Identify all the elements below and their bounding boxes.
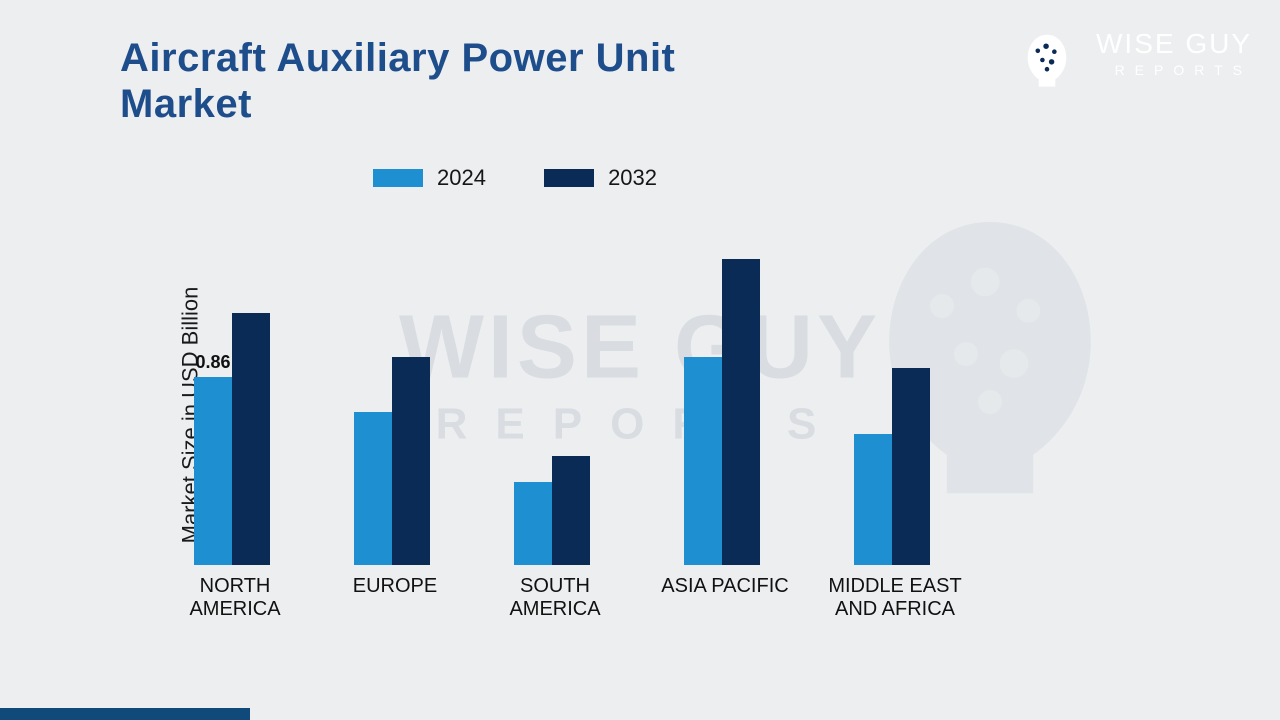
legend-label-2024: 2024 xyxy=(437,165,486,191)
brand-logo: WISE GUY REPORTS xyxy=(1096,28,1252,78)
legend: 2024 2032 xyxy=(80,165,950,193)
legend-label-2032: 2032 xyxy=(608,165,657,191)
bar-series-a xyxy=(354,412,392,565)
brand-head-icon xyxy=(1024,32,1070,88)
plot-area: 0.86NORTH AMERICAEUROPESOUTH AMERICAASIA… xyxy=(140,215,950,565)
legend-swatch-2024 xyxy=(373,169,423,187)
category-label: EUROPE xyxy=(320,565,470,598)
category-label: NORTH AMERICA xyxy=(160,565,310,621)
bottom-accent-bar xyxy=(0,708,250,720)
bar-series-a xyxy=(194,377,232,565)
bar-series-a xyxy=(854,434,892,565)
chart: Market Size in USD Billion 2024 2032 0.8… xyxy=(80,165,950,665)
category-label: MIDDLE EAST AND AFRICA xyxy=(820,565,970,621)
legend-swatch-2032 xyxy=(544,169,594,187)
brand-line2: REPORTS xyxy=(1096,62,1252,78)
content-layer: Aircraft Auxiliary Power Unit Market WIS… xyxy=(0,0,1280,720)
brand-line1: WISE GUY xyxy=(1096,28,1252,60)
bar-value-label: 0.86 xyxy=(183,352,243,373)
bar-series-b xyxy=(722,259,760,565)
category-label: SOUTH AMERICA xyxy=(480,565,630,621)
bar-series-b xyxy=(552,456,590,565)
bar-series-a xyxy=(684,357,722,565)
category-label: ASIA PACIFIC xyxy=(650,565,800,598)
bar-series-b xyxy=(392,357,430,565)
page-title: Aircraft Auxiliary Power Unit Market xyxy=(120,35,760,127)
bar-series-b xyxy=(892,368,930,565)
legend-item-2024: 2024 xyxy=(373,165,486,191)
bar-series-a xyxy=(514,482,552,565)
legend-item-2032: 2032 xyxy=(544,165,657,191)
stage: Aircraft Auxiliary Power Unit Market WIS… xyxy=(0,0,1280,720)
